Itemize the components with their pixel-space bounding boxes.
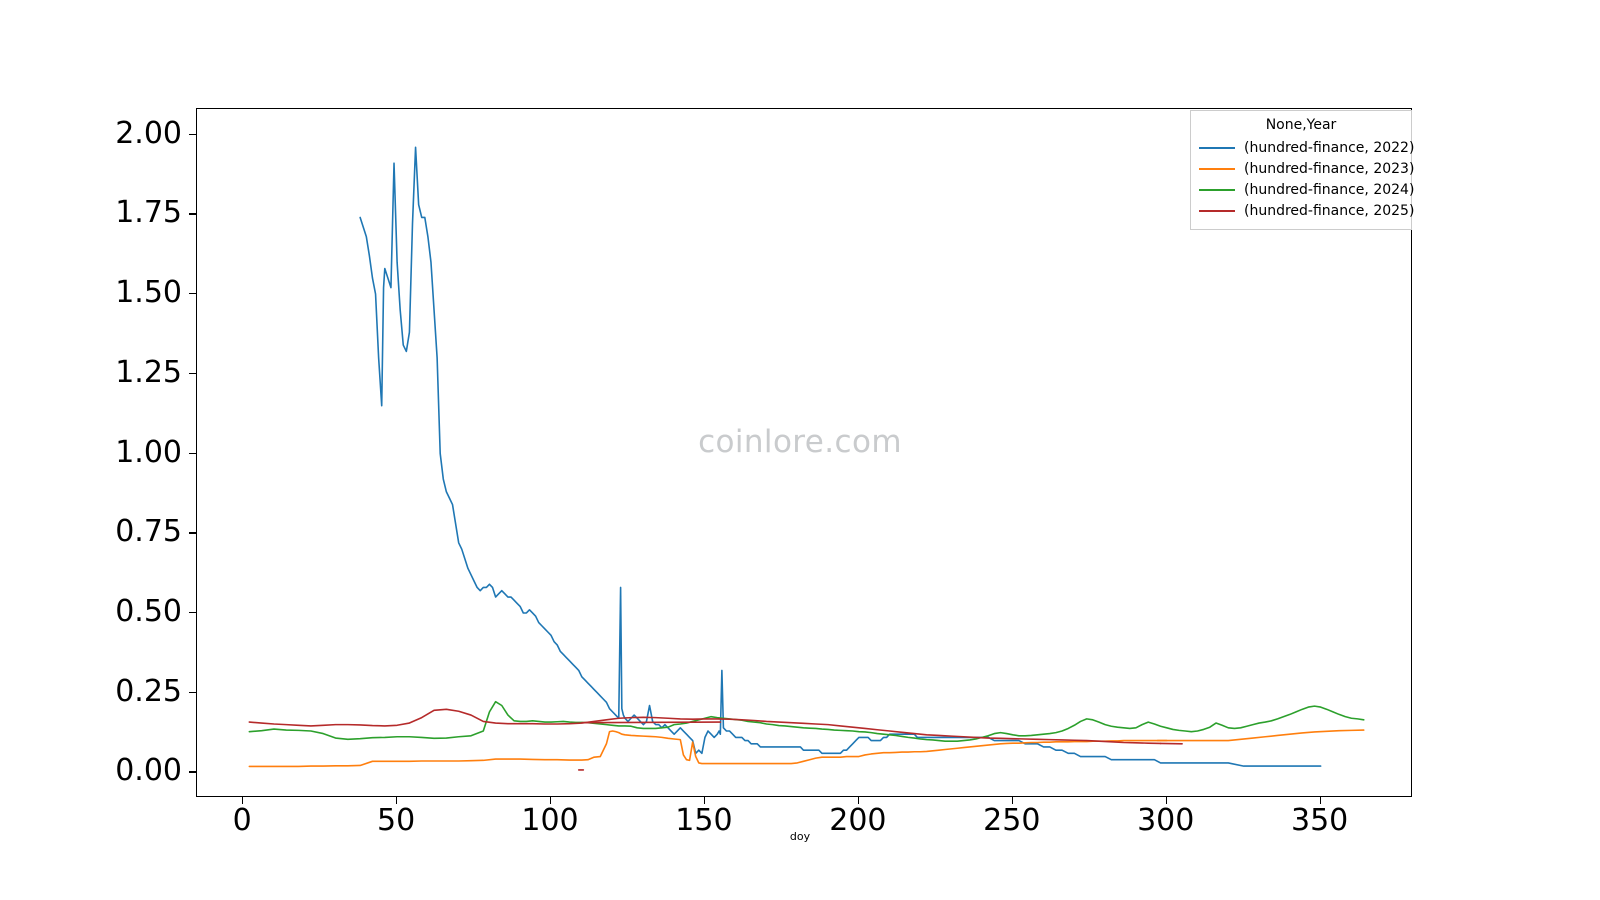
legend-color-swatch: [1199, 189, 1235, 191]
x-tick-mark: [1319, 797, 1321, 804]
legend-entry: (hundred-finance, 2022): [1199, 138, 1414, 159]
series-line-2: [248, 700, 1365, 743]
legend-entry: (hundred-finance, 2025): [1199, 201, 1414, 222]
y-tick-mark: [189, 532, 196, 534]
legend-color-swatch: [1199, 168, 1235, 170]
legend-color-swatch: [1199, 147, 1235, 149]
chart-legend: None,Year (hundred-finance, 2022) (hundre…: [1190, 110, 1414, 230]
legend-entry: (hundred-finance, 2023): [1199, 159, 1414, 180]
x-tick-label: 150: [675, 803, 733, 838]
legend-entry-label: (hundred-finance, 2024): [1244, 182, 1415, 198]
y-tick-label: 1.25: [115, 354, 182, 390]
y-tick-mark: [189, 293, 196, 295]
x-tick-label: 350: [1291, 803, 1349, 838]
y-tick-label: 1.00: [115, 434, 182, 470]
x-tick-label: 250: [983, 803, 1041, 838]
y-tick-label: 1.50: [115, 275, 182, 310]
legend-entry: (hundred-finance, 2024): [1199, 180, 1414, 201]
y-tick-label: 0.00: [115, 753, 182, 789]
legend-entry-label: (hundred-finance, 2025): [1244, 203, 1415, 219]
legend-title: None,Year: [1265, 117, 1337, 133]
y-tick-mark: [189, 452, 196, 454]
x-tick-mark: [703, 797, 706, 804]
x-tick-mark: [242, 797, 244, 804]
x-tick-label: 0: [232, 803, 252, 838]
plot-lines-svg: [248, 146, 1365, 771]
y-tick-mark: [189, 611, 196, 614]
x-tick-mark: [396, 797, 398, 804]
y-tick-label: 2.00: [115, 115, 182, 151]
y-tick-label: 0.50: [115, 593, 182, 629]
legend-rows: (hundred-finance, 2022) (hundred-finance,…: [1199, 138, 1414, 222]
legend-entry-label: (hundred-finance, 2022): [1244, 140, 1415, 156]
x-tick-label: 300: [1137, 803, 1195, 838]
x-tick-label: 50: [377, 803, 416, 838]
series-line-1: [248, 729, 1365, 768]
legend-color-swatch: [1199, 210, 1235, 212]
y-tick-label: 0.25: [115, 673, 182, 709]
y-tick-mark: [189, 771, 196, 773]
x-tick-label: 200: [829, 803, 887, 838]
plot-area: [196, 108, 1412, 797]
series-line-0: [359, 146, 1322, 767]
legend-entry-label: (hundred-finance, 2023): [1244, 161, 1415, 177]
y-axis-tick-labels: 2.00 1.75 1.50 1.25 1.00 0.75 0.50 0.25 0.00: [0, 0, 182, 900]
y-tick-mark: [189, 213, 196, 215]
y-tick-mark: [189, 133, 196, 135]
y-tick-mark: [189, 372, 196, 375]
x-tick-mark: [857, 797, 860, 804]
x-tick-mark: [1165, 797, 1168, 804]
y-tick-label: 1.75: [115, 195, 182, 231]
x-axis-label: doy: [789, 830, 811, 843]
extra-mark-1: [581, 721, 722, 724]
series-line-3: [248, 708, 1162, 745]
y-tick-mark: [189, 691, 196, 694]
x-tick-mark: [1011, 797, 1014, 804]
x-tick-label: 100: [521, 803, 579, 838]
x-tick-mark: [550, 797, 552, 804]
y-tick-label: 0.75: [115, 514, 182, 550]
